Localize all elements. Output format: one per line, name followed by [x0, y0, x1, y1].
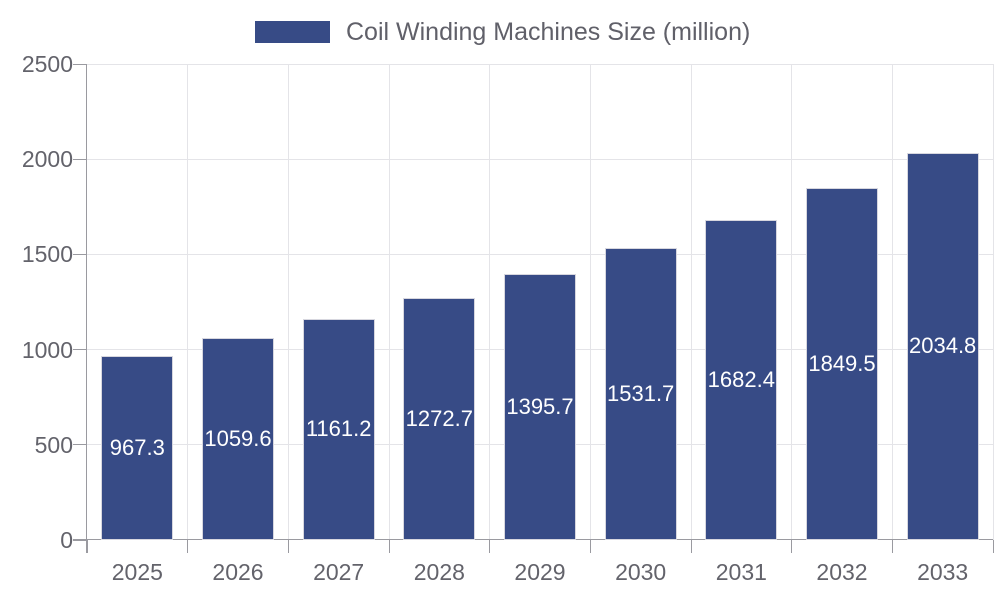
bar-value-label: 1682.4: [707, 366, 775, 392]
gridline-v: [791, 64, 793, 540]
x-tick-label: 2031: [715, 559, 767, 585]
bar: [906, 152, 979, 540]
bar: [504, 274, 576, 540]
x-axis-tick: [489, 540, 491, 553]
gridline-v: [187, 64, 189, 540]
x-axis-tick: [187, 540, 189, 553]
bar-value-label: 967.3: [109, 434, 165, 460]
bar-value-label: 1849.5: [808, 350, 876, 376]
x-tick-label: 2027: [313, 559, 365, 585]
gridline-v: [992, 64, 994, 540]
bar-value-label: 1272.7: [405, 405, 473, 431]
gridline-v: [589, 64, 591, 540]
x-tick-label: 2025: [111, 559, 163, 585]
x-tick-label: 2026: [212, 559, 264, 585]
x-axis-tick: [287, 540, 289, 553]
x-axis-tick: [992, 540, 994, 553]
y-axis-tick: [73, 349, 87, 351]
x-axis-tick: [589, 540, 591, 553]
x-axis-tick: [86, 540, 88, 553]
gridline-v: [489, 64, 491, 540]
x-axis-tick: [388, 540, 390, 553]
legend-swatch: [255, 21, 330, 43]
gridline-v: [891, 64, 893, 540]
y-tick-label: 2500: [21, 51, 73, 77]
bar-value-label: 2034.8: [909, 333, 977, 359]
legend-label: Coil Winding Machines Size (million): [346, 18, 751, 46]
y-axis-tick: [73, 539, 87, 541]
bar-value-label: 1161.2: [305, 416, 372, 442]
y-axis-tick: [73, 253, 87, 255]
y-axis-tick: [73, 158, 87, 160]
gridline-h: [87, 158, 993, 160]
gridline-v: [690, 64, 692, 540]
bar: [705, 219, 778, 540]
gridline-v: [388, 64, 390, 540]
gridline-v: [287, 64, 289, 540]
x-axis-tick: [791, 540, 793, 553]
gridline-h: [87, 253, 993, 255]
y-tick-label: 1500: [21, 241, 73, 268]
y-tick-label: 0: [60, 527, 73, 553]
x-tick-label: 2030: [615, 559, 667, 585]
bar-value-label: 1395.7: [506, 394, 574, 420]
x-axis-tick: [891, 540, 893, 553]
x-tick-label: 2028: [413, 559, 465, 585]
y-axis-tick: [73, 444, 87, 446]
x-tick-label: 2029: [514, 559, 566, 585]
legend[interactable]: Coil Winding Machines Size (million): [255, 19, 750, 45]
bar: [202, 338, 274, 540]
gridline-h: [87, 63, 993, 65]
bar: [604, 248, 677, 540]
x-axis-tick: [690, 540, 692, 553]
y-axis-tick: [73, 63, 87, 65]
x-tick-label: 2033: [917, 559, 969, 585]
y-tick-label: 2000: [21, 146, 73, 173]
bar-value-label: 1531.7: [607, 381, 675, 407]
bar: [403, 297, 476, 540]
bar: [101, 355, 174, 540]
bar: [806, 187, 878, 540]
y-tick-label: 1000: [21, 336, 73, 363]
y-axis-line: [86, 64, 87, 553]
bar: [302, 318, 375, 540]
bar-value-label: 1059.6: [204, 426, 272, 452]
y-tick-label: 500: [34, 431, 73, 458]
x-tick-label: 2032: [816, 559, 868, 585]
